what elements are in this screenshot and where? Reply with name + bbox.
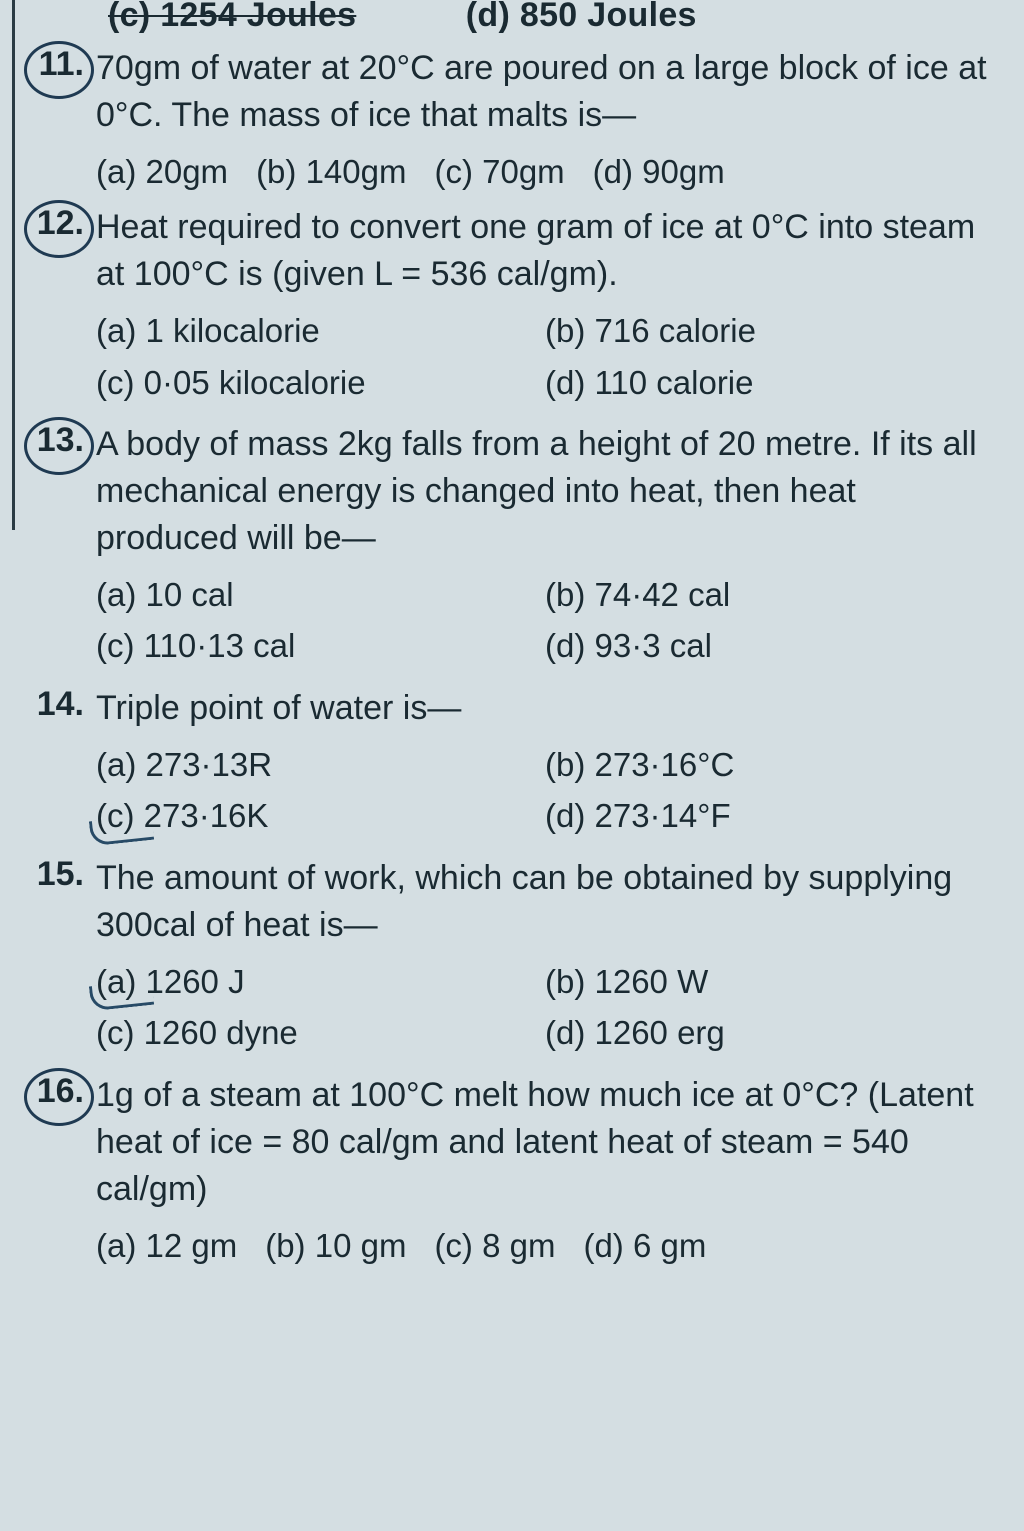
option-c: (c) 70gm <box>434 149 564 195</box>
option-c: (c) 1254 Joules <box>108 0 356 34</box>
option-a: (a) 273·13R <box>96 742 545 788</box>
option-c: (c) 0·05 kilocalorie <box>96 360 545 406</box>
question-stem: 1g of a steam at 100°C melt how much ice… <box>96 1072 994 1213</box>
question-stem: Triple point of water is— <box>96 685 994 732</box>
margin-line <box>12 0 15 530</box>
question-body: 1g of a steam at 100°C melt how much ice… <box>96 1072 994 1268</box>
option-d: (d) 93·3 cal <box>545 623 994 669</box>
option-a: (a) 20gm <box>96 149 228 195</box>
question-number: 16. <box>18 1072 96 1268</box>
question-body: Triple point of water is— (a) 273·13R (b… <box>96 685 994 845</box>
option-a: (a) 10 cal <box>96 572 545 618</box>
options: (a) 12 gm (b) 10 gm (c) 8 gm (d) 6 gm <box>96 1223 994 1269</box>
question-12: 12. Heat required to convert one gram of… <box>18 204 994 411</box>
question-stem: A body of mass 2kg falls from a height o… <box>96 421 994 562</box>
question-stem: The amount of work, which can be obtaine… <box>96 855 994 949</box>
prev-question-options: (c) 1254 Joules (d) 850 Joules <box>18 0 994 35</box>
question-number: 13. <box>18 421 96 675</box>
question-stem: 70gm of water at 20°C are poured on a la… <box>96 45 994 139</box>
question-13: 13. A body of mass 2kg falls from a heig… <box>18 421 994 675</box>
option-c: (c) 8 gm <box>434 1223 555 1269</box>
question-number: 12. <box>18 204 96 411</box>
question-stem: Heat required to convert one gram of ice… <box>96 204 994 298</box>
question-15: 15. The amount of work, which can be obt… <box>18 855 994 1062</box>
option-d: (d) 6 gm <box>583 1223 706 1269</box>
option-d: (d) 90gm <box>593 149 725 195</box>
question-number: 14. <box>18 685 96 845</box>
question-11: 11. 70gm of water at 20°C are poured on … <box>18 45 994 194</box>
option-d: (d) 850 Joules <box>466 0 697 34</box>
option-a: (a) 12 gm <box>96 1223 237 1269</box>
option-b: (b) 140gm <box>256 149 406 195</box>
question-body: 70gm of water at 20°C are poured on a la… <box>96 45 994 194</box>
option-b: (b) 74·42 cal <box>545 572 994 618</box>
option-c: (c) 110·13 cal <box>96 623 545 669</box>
question-body: Heat required to convert one gram of ice… <box>96 204 994 411</box>
options: (a) 273·13R (b) 273·16°C (c) 273·16K (d)… <box>96 742 994 845</box>
question-14: 14. Triple point of water is— (a) 273·13… <box>18 685 994 845</box>
option-d: (d) 110 calorie <box>545 360 994 406</box>
question-number: 15. <box>18 855 96 1062</box>
question-number: 11. <box>18 45 96 194</box>
option-a: (a) 1 kilocalorie <box>96 308 545 354</box>
options: (a) 1 kilocalorie (b) 716 calorie (c) 0·… <box>96 308 994 411</box>
option-c: (c) 273·16K <box>96 793 545 839</box>
option-b: (b) 273·16°C <box>545 742 994 788</box>
option-b: (b) 1260 W <box>545 959 994 1005</box>
question-body: A body of mass 2kg falls from a height o… <box>96 421 994 675</box>
options: (a) 1260 J (b) 1260 W (c) 1260 dyne (d) … <box>96 959 994 1062</box>
option-d: (d) 273·14°F <box>545 793 994 839</box>
option-b: (b) 10 gm <box>265 1223 406 1269</box>
options: (a) 10 cal (b) 74·42 cal (c) 110·13 cal … <box>96 572 994 675</box>
question-16: 16. 1g of a steam at 100°C melt how much… <box>18 1072 994 1268</box>
option-b: (b) 716 calorie <box>545 308 994 354</box>
option-c: (c) 1260 dyne <box>96 1010 545 1056</box>
exam-page: (c) 1254 Joules (d) 850 Joules 11. 70gm … <box>0 0 1024 1288</box>
option-a: (a) 1260 J <box>96 959 545 1005</box>
options: (a) 20gm (b) 140gm (c) 70gm (d) 90gm <box>96 149 994 195</box>
question-body: The amount of work, which can be obtaine… <box>96 855 994 1062</box>
option-d: (d) 1260 erg <box>545 1010 994 1056</box>
